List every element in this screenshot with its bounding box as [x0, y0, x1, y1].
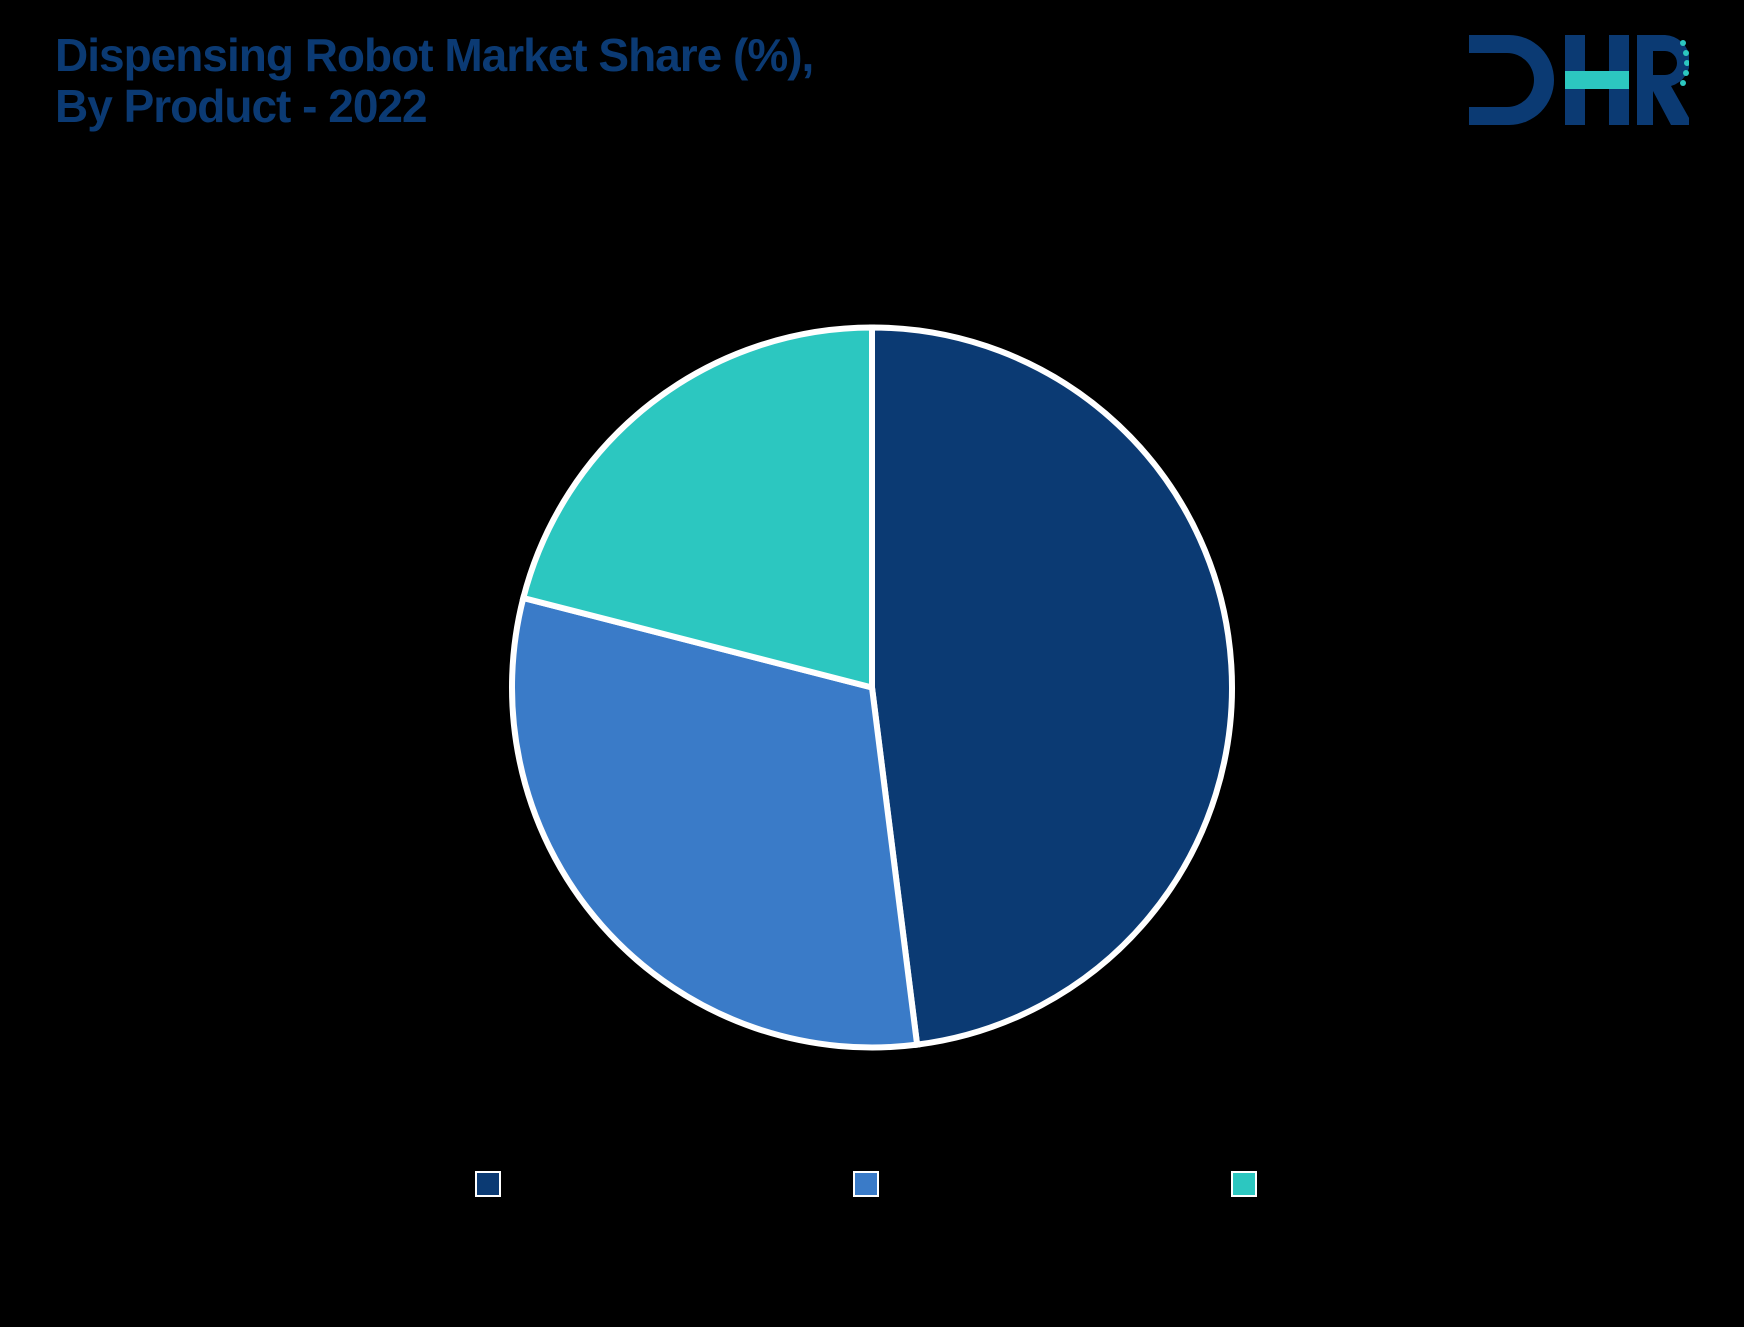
legend-swatch: [853, 1171, 879, 1197]
chart-title: Dispensing Robot Market Share (%), By Pr…: [55, 30, 813, 131]
pie-svg: [502, 318, 1242, 1058]
legend-item: [475, 1171, 513, 1197]
legend-swatch: [475, 1171, 501, 1197]
dhr-logo: [1469, 25, 1689, 135]
pie-slice: [872, 328, 1232, 1045]
pie-chart: [502, 318, 1242, 1063]
legend-item: [1231, 1171, 1269, 1197]
legend-item: [853, 1171, 891, 1197]
legend: [0, 1171, 1744, 1197]
logo-svg: [1469, 25, 1689, 135]
title-line-2: By Product - 2022: [55, 81, 813, 132]
title-line-1: Dispensing Robot Market Share (%),: [55, 30, 813, 81]
legend-swatch: [1231, 1171, 1257, 1197]
